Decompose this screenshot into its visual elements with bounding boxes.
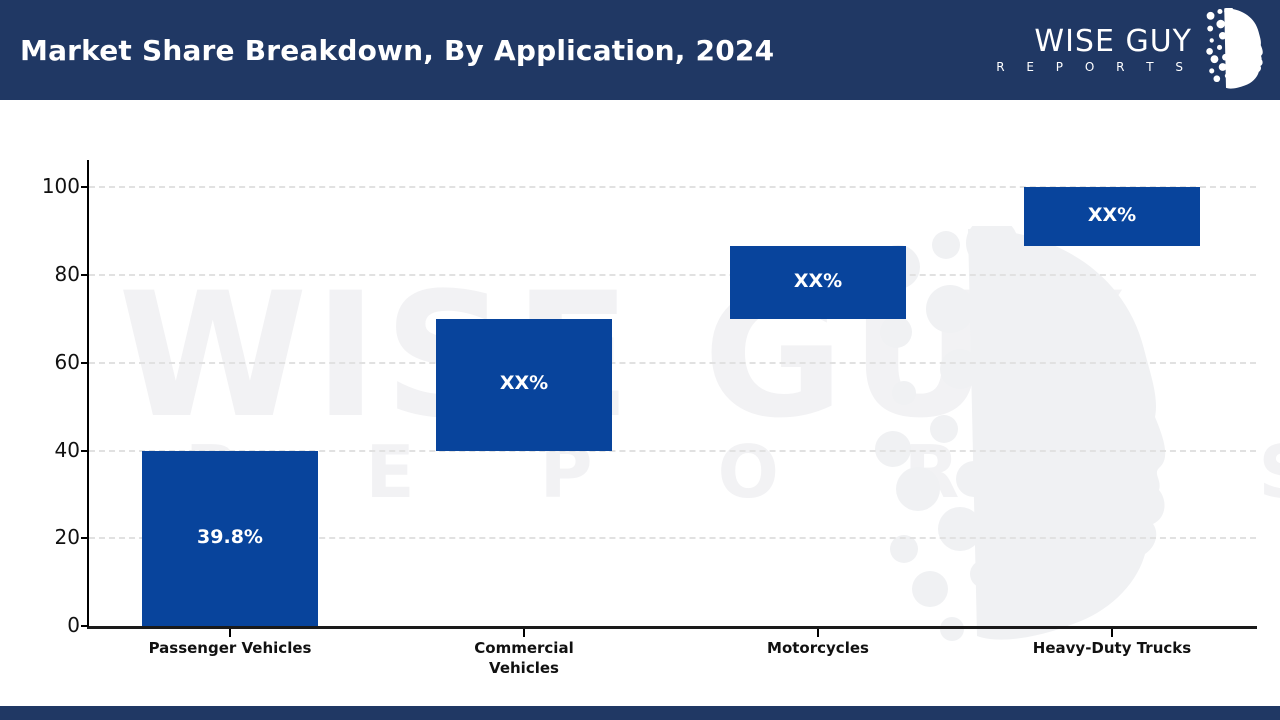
y-tick-mark-80: [81, 274, 89, 277]
grid-line-60: [89, 361, 1256, 364]
x-tick-label-2: Motorcycles: [767, 639, 869, 657]
y-tick-label-60: 60: [54, 349, 80, 374]
y-tick-label-40: 40: [54, 437, 80, 462]
x-tick-mark-2: [817, 629, 819, 637]
y-tick-label-20: 20: [54, 525, 80, 550]
y-tick-label-100: 100: [41, 174, 80, 199]
y-tick-mark-20: [81, 537, 89, 540]
bar-1: [436, 318, 612, 451]
x-tick-mark-0: [229, 629, 231, 637]
bar-value-label-1: XX%: [499, 371, 549, 394]
grid-line-40: [89, 449, 1256, 452]
grid-line-80: [89, 274, 1256, 277]
brand-subtitle: R E P O R T S: [996, 59, 1192, 74]
footer-bar: [0, 706, 1280, 720]
y-axis-line: [87, 160, 89, 626]
watermark-face-logo: [875, 226, 1166, 641]
x-tick-label-3: Heavy-Duty Trucks: [1032, 639, 1192, 657]
x-tick-mark-3: [1111, 629, 1113, 637]
brand-logo-text: WISE GUY R E P O R T S: [996, 23, 1192, 74]
bar-value-label-0: 39.8%: [197, 525, 263, 548]
x-tick-label-0: Passenger Vehicles: [148, 639, 312, 657]
y-tick-label-0: 0: [67, 613, 80, 637]
grid-line-20: [89, 537, 1256, 540]
bar-3: [1024, 187, 1200, 247]
brand-face-icon: [1206, 8, 1263, 89]
bar-value-label-3: XX%: [1087, 203, 1137, 226]
grid-line-100: [89, 186, 1256, 189]
x-axis-line: [87, 626, 1257, 629]
header-bar: Market Share Breakdown, By Application, …: [0, 0, 1280, 100]
brand-name: WISE GUY: [1034, 23, 1192, 59]
bar-value-label-2: XX%: [793, 269, 843, 292]
y-tick-mark-100: [81, 186, 89, 189]
bar-0: [142, 451, 318, 626]
x-tick-mark-1: [523, 629, 525, 637]
y-tick-mark-0: [81, 625, 89, 627]
y-tick-mark-40: [81, 449, 89, 452]
page-title: Market Share Breakdown, By Application, …: [20, 33, 775, 67]
y-tick-mark-60: [81, 361, 89, 364]
y-tick-label-80: 80: [54, 262, 80, 287]
brand-logo: WISE GUY R E P O R T S: [996, 0, 1270, 100]
bar-2: [730, 246, 906, 319]
x-tick-label-1: Commercial Vehicles: [474, 639, 574, 677]
